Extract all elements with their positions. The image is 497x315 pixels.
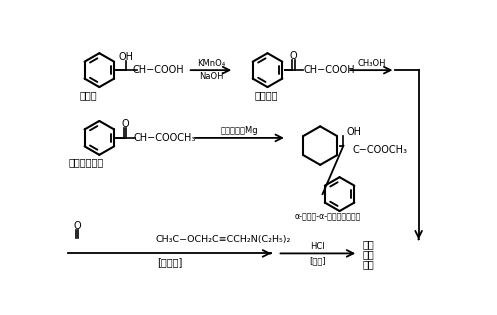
Text: [成盐]: [成盐] [310, 257, 326, 266]
Text: CH−COOCH₃: CH−COOCH₃ [133, 133, 196, 143]
Text: 扁桃酸: 扁桃酸 [79, 90, 97, 100]
Text: [酯交换]: [酯交换] [157, 257, 182, 267]
Text: 布宁: 布宁 [363, 259, 375, 269]
Text: 苯乙酮酸甲酯: 苯乙酮酸甲酯 [68, 158, 103, 168]
Text: OH: OH [118, 52, 133, 62]
Text: KMnO₄: KMnO₄ [197, 60, 225, 68]
Text: 氯环乙烷，Mg: 氯环乙烷，Mg [221, 126, 258, 135]
Text: OH: OH [346, 127, 361, 137]
Text: CH−COOH: CH−COOH [132, 65, 184, 75]
Text: HCl: HCl [311, 242, 325, 251]
Text: O: O [121, 119, 129, 129]
Text: CH₃C−OCH₂C≡CCH₂N(C₂H₅)₂: CH₃C−OCH₂C≡CCH₂N(C₂H₅)₂ [155, 235, 291, 244]
Text: α-环己基-α-羟基苯乙酸甲酯: α-环己基-α-羟基苯乙酸甲酯 [295, 212, 361, 221]
Text: O: O [290, 51, 297, 61]
Text: O: O [74, 221, 81, 232]
Text: C−COOCH₃: C−COOCH₃ [353, 145, 408, 155]
Text: CH₃OH: CH₃OH [357, 60, 386, 68]
Text: NaOH: NaOH [199, 72, 223, 81]
Text: 盐酸: 盐酸 [363, 239, 375, 249]
Text: 苯乙酮酸: 苯乙酮酸 [254, 90, 278, 100]
Text: 奥昔: 奥昔 [363, 249, 375, 259]
Text: CH−COOH: CH−COOH [304, 65, 355, 75]
